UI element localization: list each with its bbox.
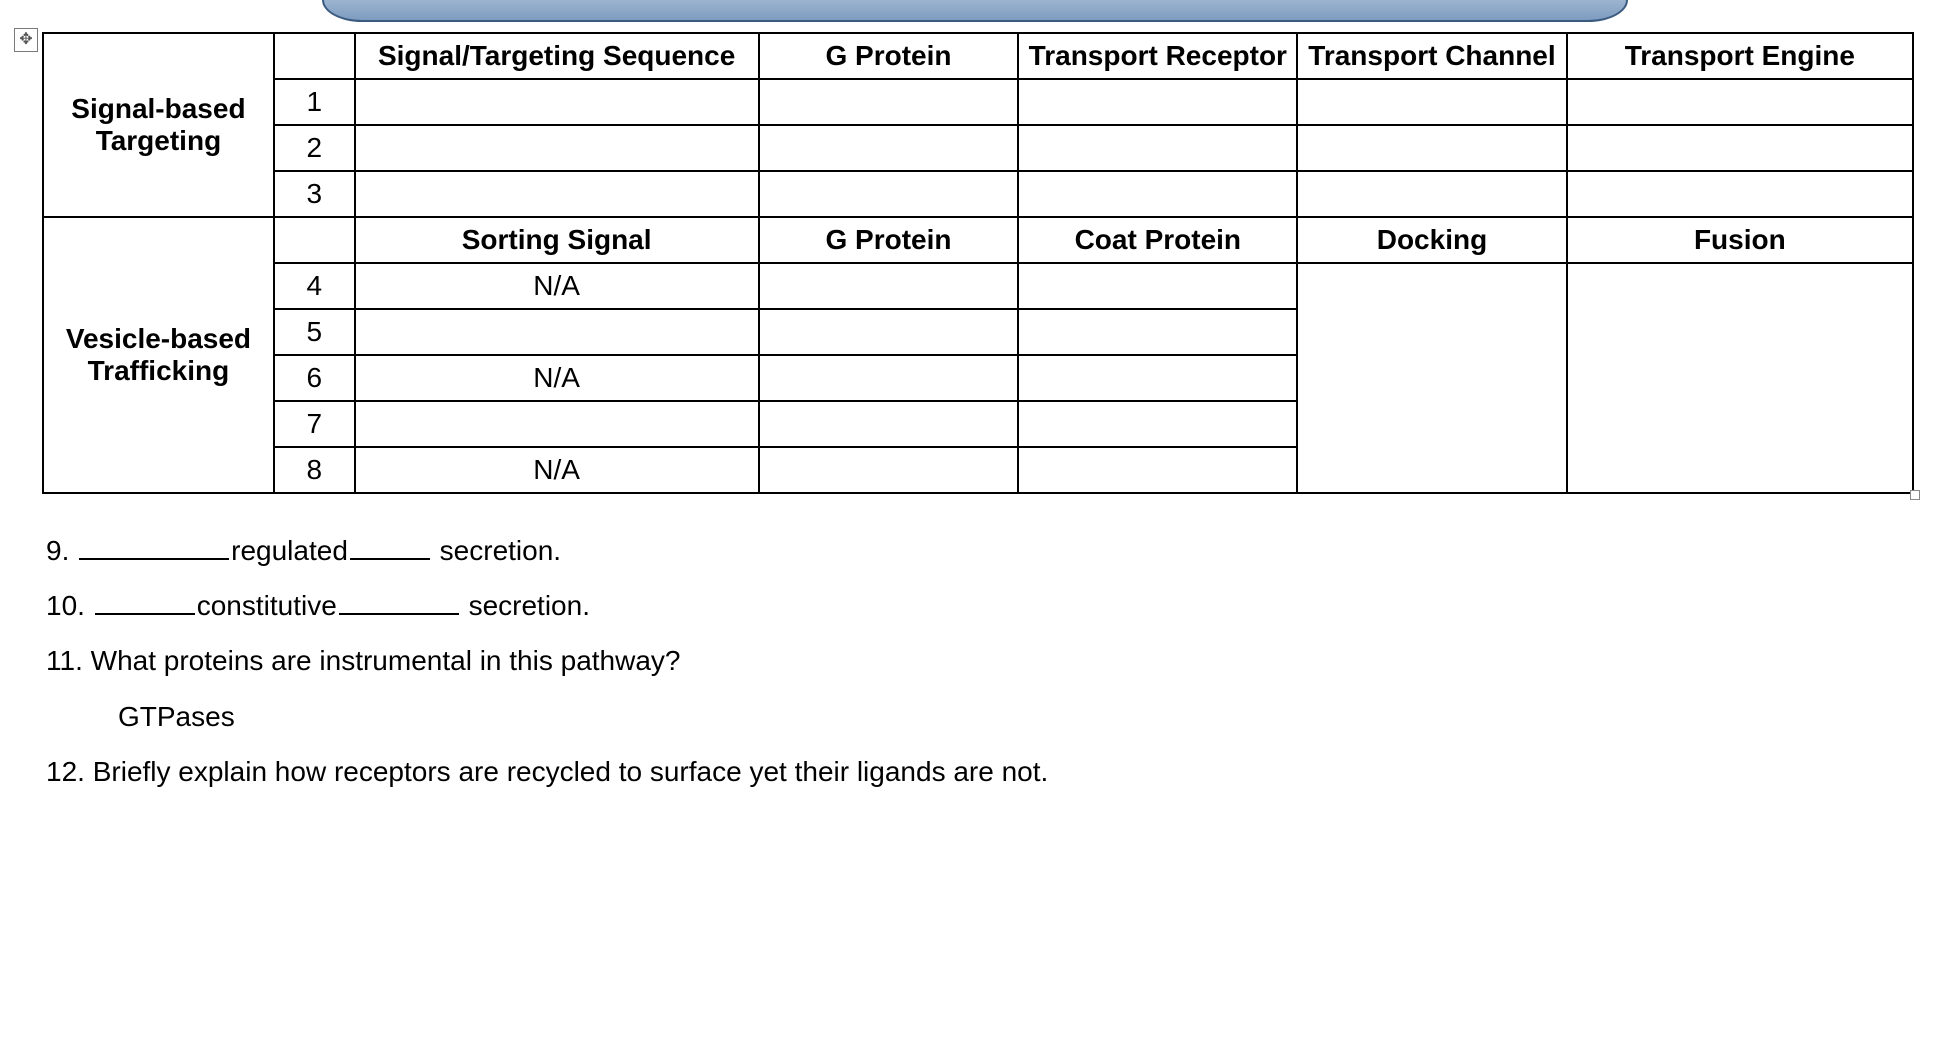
header-blank [274,217,355,263]
cell[interactable] [355,401,759,447]
q11-text: What proteins are instrumental in this p… [91,645,681,676]
q9-num: 9. [46,535,69,566]
cell[interactable] [1297,171,1566,217]
row-num: 2 [274,125,355,171]
header-transport-engine: Transport Engine [1567,33,1913,79]
header-transport-receptor: Transport Receptor [1018,33,1297,79]
row-num: 5 [274,309,355,355]
cell[interactable] [1567,171,1913,217]
question-11-answer: GTPases [118,690,1950,743]
header-blank [274,33,355,79]
q12-text: Briefly explain how receptors are recycl… [93,756,1049,787]
q9-blank-2[interactable] [350,533,430,560]
q9-blank-1[interactable] [79,533,229,560]
header-coat-protein: Coat Protein [1018,217,1297,263]
fusion-merged-cell[interactable] [1567,263,1913,493]
cell[interactable] [759,79,1019,125]
questions-section: 9. regulated secretion. 10. constitutive… [46,524,1950,798]
row-num: 6 [274,355,355,401]
question-9: 9. regulated secretion. [46,524,1950,577]
header-docking: Docking [1297,217,1566,263]
header-transport-channel: Transport Channel [1297,33,1566,79]
cell[interactable]: N/A [355,447,759,493]
question-11: 11. What proteins are instrumental in th… [46,634,1950,687]
cell[interactable] [759,401,1019,447]
table-row: 3 [43,171,1913,217]
row-num: 1 [274,79,355,125]
table-header-row-2: Vesicle-based Trafficking Sorting Signal… [43,217,1913,263]
cell[interactable] [355,125,759,171]
cell[interactable] [1018,447,1297,493]
row-num: 8 [274,447,355,493]
cell[interactable] [1018,401,1297,447]
q9-tail: secretion. [432,535,561,566]
table-move-handle[interactable]: ✥ [14,28,38,52]
row-num: 3 [274,171,355,217]
table-resize-handle[interactable] [1910,490,1920,500]
cell[interactable]: N/A [355,355,759,401]
q11-num: 11. [46,645,83,676]
question-12: 12. Briefly explain how receptors are re… [46,745,1950,798]
cell[interactable] [355,171,759,217]
cell[interactable] [1297,79,1566,125]
row-label-vesicle-based: Vesicle-based Trafficking [43,217,274,493]
table-row: 2 [43,125,1913,171]
cell[interactable] [1018,125,1297,171]
row-label-signal-based: Signal-based Targeting [43,33,274,217]
decorative-band [322,0,1629,22]
header-sorting-signal: Sorting Signal [355,217,759,263]
table-header-row-1: Signal-based Targeting Signal/Targeting … [43,33,1913,79]
cell[interactable] [759,355,1019,401]
cell[interactable] [759,447,1019,493]
q10-blank-2[interactable] [339,589,459,616]
header-fusion: Fusion [1567,217,1913,263]
table-row: 4 N/A [43,263,1913,309]
q10-tail: secretion. [461,590,590,621]
cell[interactable] [1297,125,1566,171]
row-num: 4 [274,263,355,309]
header-g-protein-1: G Protein [759,33,1019,79]
cell[interactable] [1018,79,1297,125]
cell[interactable] [759,171,1019,217]
cell[interactable] [1567,79,1913,125]
cell[interactable] [1567,125,1913,171]
q10-num: 10. [46,590,85,621]
q10-blank-1[interactable] [95,589,195,616]
cell[interactable] [1018,171,1297,217]
header-signal-seq: Signal/Targeting Sequence [355,33,759,79]
table-row: 1 [43,79,1913,125]
question-10: 10. constitutive secretion. [46,579,1950,632]
header-g-protein-2: G Protein [759,217,1019,263]
cell[interactable] [355,309,759,355]
cell[interactable] [355,79,759,125]
cell[interactable] [759,263,1019,309]
q10-mid: constitutive [197,590,337,621]
cell[interactable] [759,309,1019,355]
cell[interactable] [759,125,1019,171]
targeting-table: Signal-based Targeting Signal/Targeting … [42,32,1914,494]
cell[interactable] [1018,263,1297,309]
docking-merged-cell[interactable] [1297,263,1566,493]
q9-mid: regulated [231,535,348,566]
q12-num: 12. [46,756,85,787]
cell[interactable] [1018,309,1297,355]
row-num: 7 [274,401,355,447]
cell[interactable] [1018,355,1297,401]
main-table-wrap: Signal-based Targeting Signal/Targeting … [42,32,1914,494]
cell[interactable]: N/A [355,263,759,309]
